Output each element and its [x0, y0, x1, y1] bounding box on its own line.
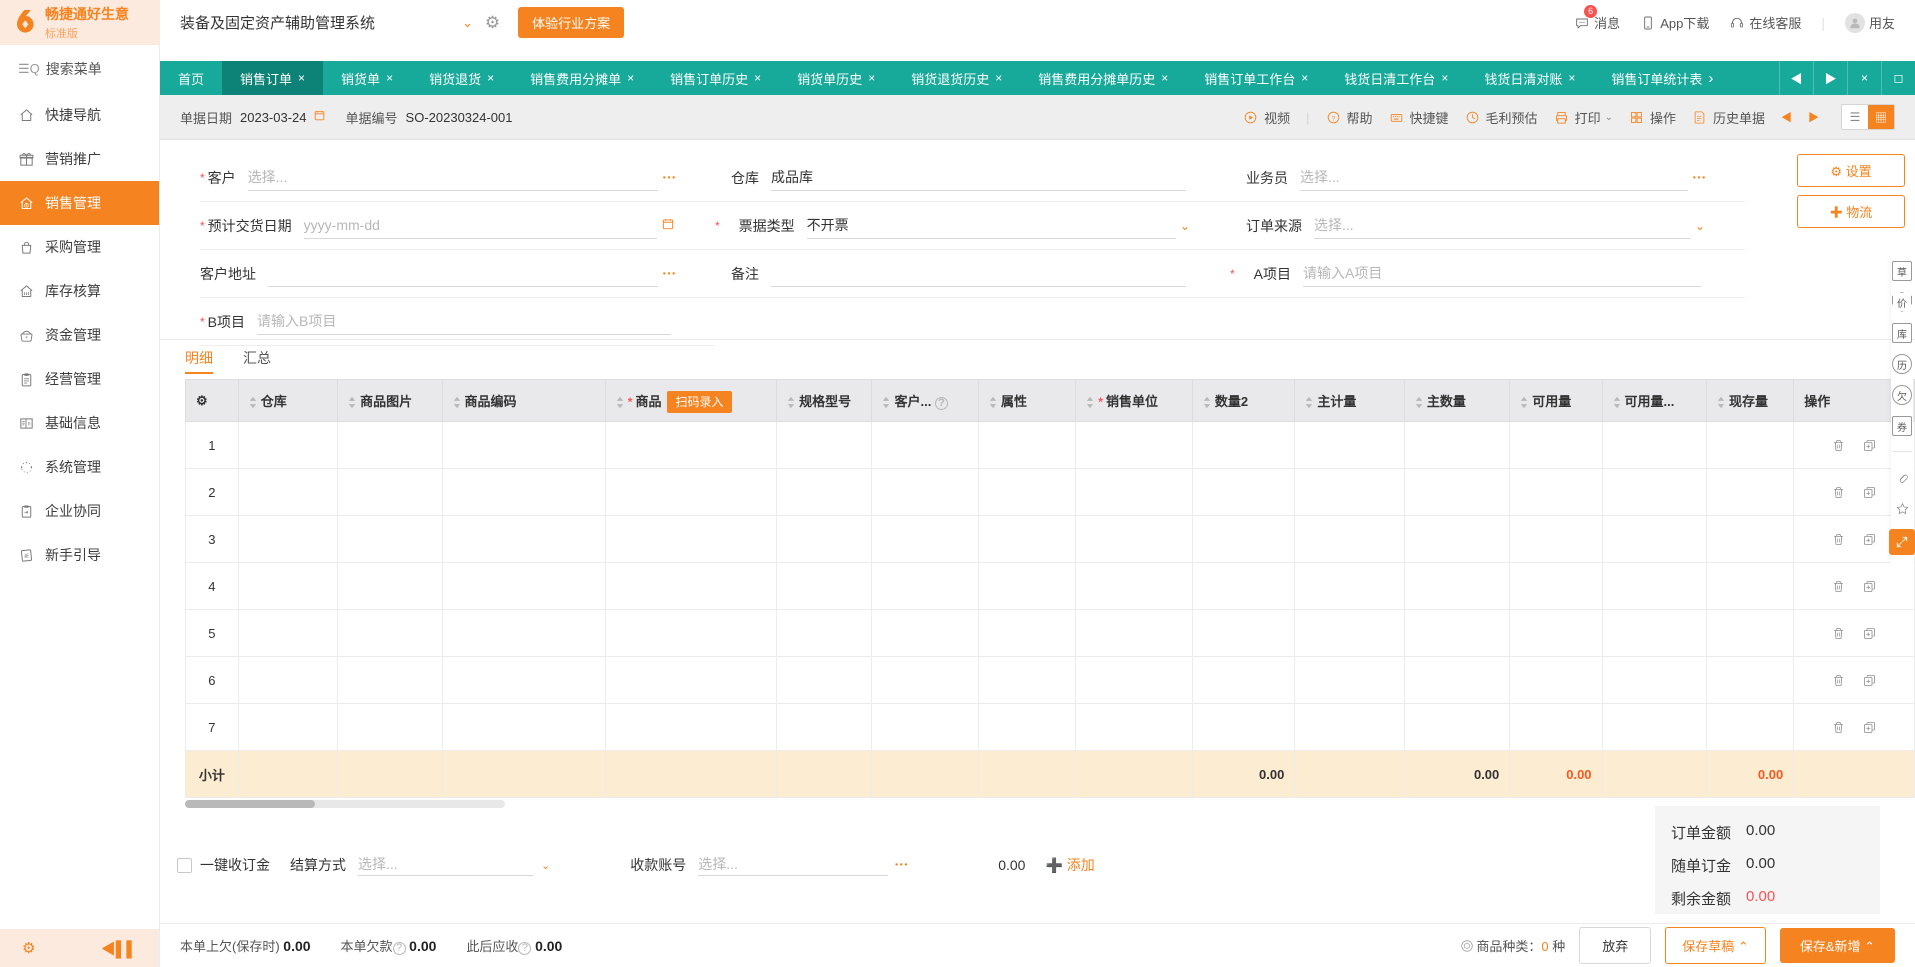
svg-text:?: ? — [1331, 115, 1335, 122]
svg-text:¥: ¥ — [26, 335, 28, 339]
svg-text:R: R — [28, 421, 31, 426]
svg-text:新: 新 — [24, 552, 29, 559]
